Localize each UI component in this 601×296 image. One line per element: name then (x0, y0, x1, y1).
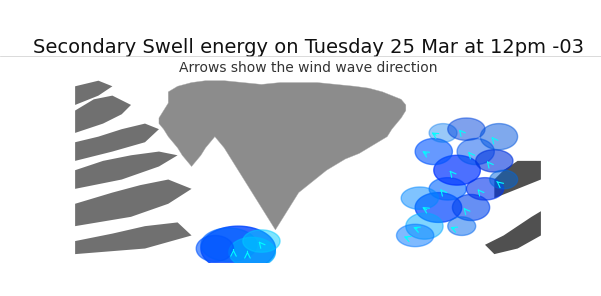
Text: Secondary Swell energy on Tuesday 25 Mar at 12pm -03: Secondary Swell energy on Tuesday 25 Mar… (32, 38, 584, 57)
Polygon shape (429, 124, 457, 142)
Polygon shape (197, 236, 233, 262)
Polygon shape (401, 187, 439, 209)
Polygon shape (415, 139, 453, 165)
Polygon shape (243, 230, 280, 252)
Polygon shape (201, 226, 275, 271)
Polygon shape (75, 96, 131, 133)
Polygon shape (229, 237, 275, 267)
Polygon shape (429, 178, 466, 200)
Polygon shape (406, 213, 443, 239)
Text: Arrows show the wind wave direction: Arrows show the wind wave direction (178, 61, 438, 75)
Polygon shape (490, 170, 517, 189)
Polygon shape (457, 139, 494, 165)
Polygon shape (485, 211, 541, 254)
Polygon shape (466, 178, 504, 200)
Polygon shape (75, 179, 192, 226)
Polygon shape (415, 193, 462, 222)
Polygon shape (201, 228, 257, 262)
Polygon shape (75, 124, 159, 161)
Polygon shape (476, 150, 513, 172)
Polygon shape (480, 124, 517, 150)
Polygon shape (75, 152, 178, 189)
Polygon shape (453, 194, 490, 221)
Polygon shape (75, 222, 192, 254)
Polygon shape (75, 81, 112, 105)
Polygon shape (494, 161, 541, 198)
Polygon shape (434, 155, 480, 185)
Polygon shape (448, 118, 485, 140)
Polygon shape (159, 81, 406, 230)
Polygon shape (448, 217, 476, 235)
Polygon shape (397, 224, 434, 247)
